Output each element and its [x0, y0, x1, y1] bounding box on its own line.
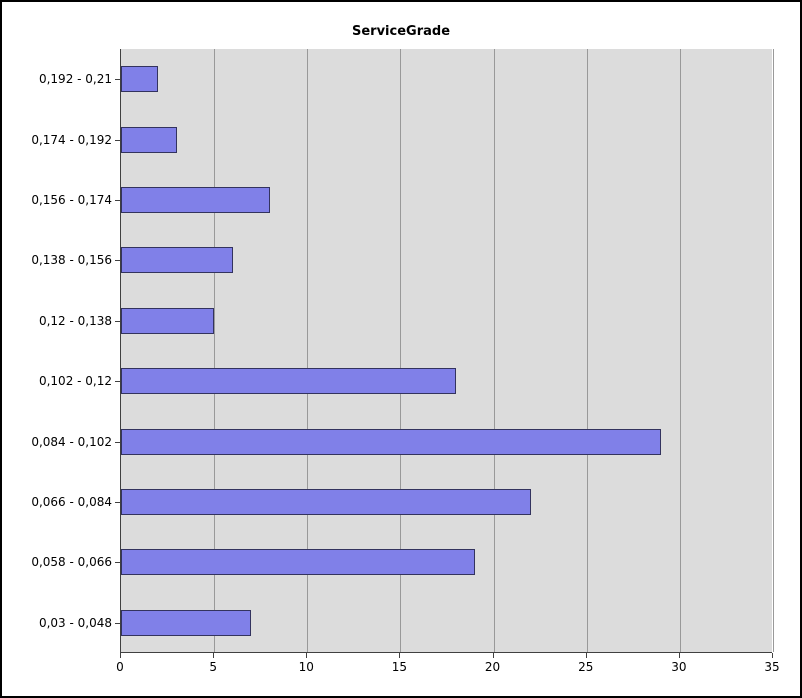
y-axis-label: 0,192 - 0,21 [38, 72, 112, 87]
y-axis-tick [115, 441, 120, 443]
bar-10 [121, 609, 252, 636]
y-axis-label: 0,084 - 0,102 [31, 434, 112, 449]
y-axis-tick [115, 502, 120, 503]
y-axis-tick [115, 562, 120, 564]
gridline [214, 49, 216, 652]
y-axis-label: 0,102 - 0,12 [38, 374, 112, 389]
bar-8 [121, 489, 531, 515]
y-axis-label: 0,058 - 0,066 [31, 555, 112, 570]
x-axis-tick-label: 35 [764, 660, 780, 674]
x-axis-tick [585, 653, 587, 658]
y-axis-tick [115, 622, 120, 624]
x-axis-tick [492, 653, 494, 658]
x-axis-tick [399, 653, 401, 658]
x-axis-tick [213, 653, 215, 658]
gridline [586, 49, 588, 652]
gridline [679, 49, 681, 652]
y-axis-tick [115, 260, 120, 262]
x-axis-tick-label: 20 [484, 660, 501, 674]
bar-5 [121, 307, 215, 334]
y-axis-tick [115, 320, 120, 322]
bar-3 [121, 187, 271, 213]
bar-2 [121, 126, 177, 153]
x-axis-tick [678, 653, 680, 658]
y-axis-label: 0,12 - 0,138 [38, 313, 112, 328]
y-axis-label: 0,156 - 0,174 [31, 193, 112, 207]
x-axis-tick-label: 25 [578, 660, 594, 674]
y-axis-tick [115, 381, 120, 383]
bar-4 [121, 247, 233, 274]
bar-7 [121, 428, 662, 455]
gridline [307, 49, 309, 652]
y-axis-tick [115, 200, 120, 201]
bar-6 [121, 368, 457, 395]
gridline [493, 49, 495, 652]
x-axis-tick [772, 653, 773, 658]
x-axis-tick-label: 10 [298, 660, 314, 674]
x-axis-tick-label: 0 [116, 660, 124, 674]
plot-area [120, 49, 774, 653]
gridline [400, 49, 402, 652]
y-axis-tick [115, 79, 120, 81]
x-axis-tick-label: 15 [391, 660, 408, 674]
x-axis-tick [120, 653, 121, 658]
bar-9 [121, 549, 475, 576]
chart-title: ServiceGrade [351, 24, 451, 39]
gridline [773, 49, 774, 652]
x-axis-tick-label: 30 [671, 660, 687, 674]
bar-1 [121, 66, 159, 93]
x-axis-tick [306, 653, 308, 658]
x-axis-tick-label: 5 [209, 660, 217, 674]
y-axis-label: 0,03 - 0,048 [38, 615, 112, 630]
y-axis-label: 0,066 - 0,084 [31, 495, 112, 509]
y-axis-label: 0,138 - 0,156 [31, 253, 112, 268]
y-axis-tick [115, 139, 120, 141]
y-axis-label: 0,174 - 0,192 [31, 132, 112, 147]
